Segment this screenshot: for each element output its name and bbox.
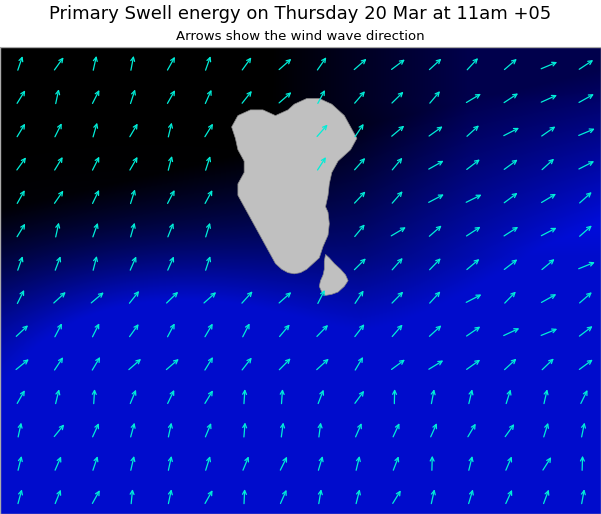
Text: Primary Swell energy on Thursday 20 Mar at 11am +05: Primary Swell energy on Thursday 20 Mar … <box>49 5 552 23</box>
Polygon shape <box>319 254 348 296</box>
Text: Arrows show the wind wave direction: Arrows show the wind wave direction <box>176 30 425 43</box>
Polygon shape <box>231 99 357 274</box>
